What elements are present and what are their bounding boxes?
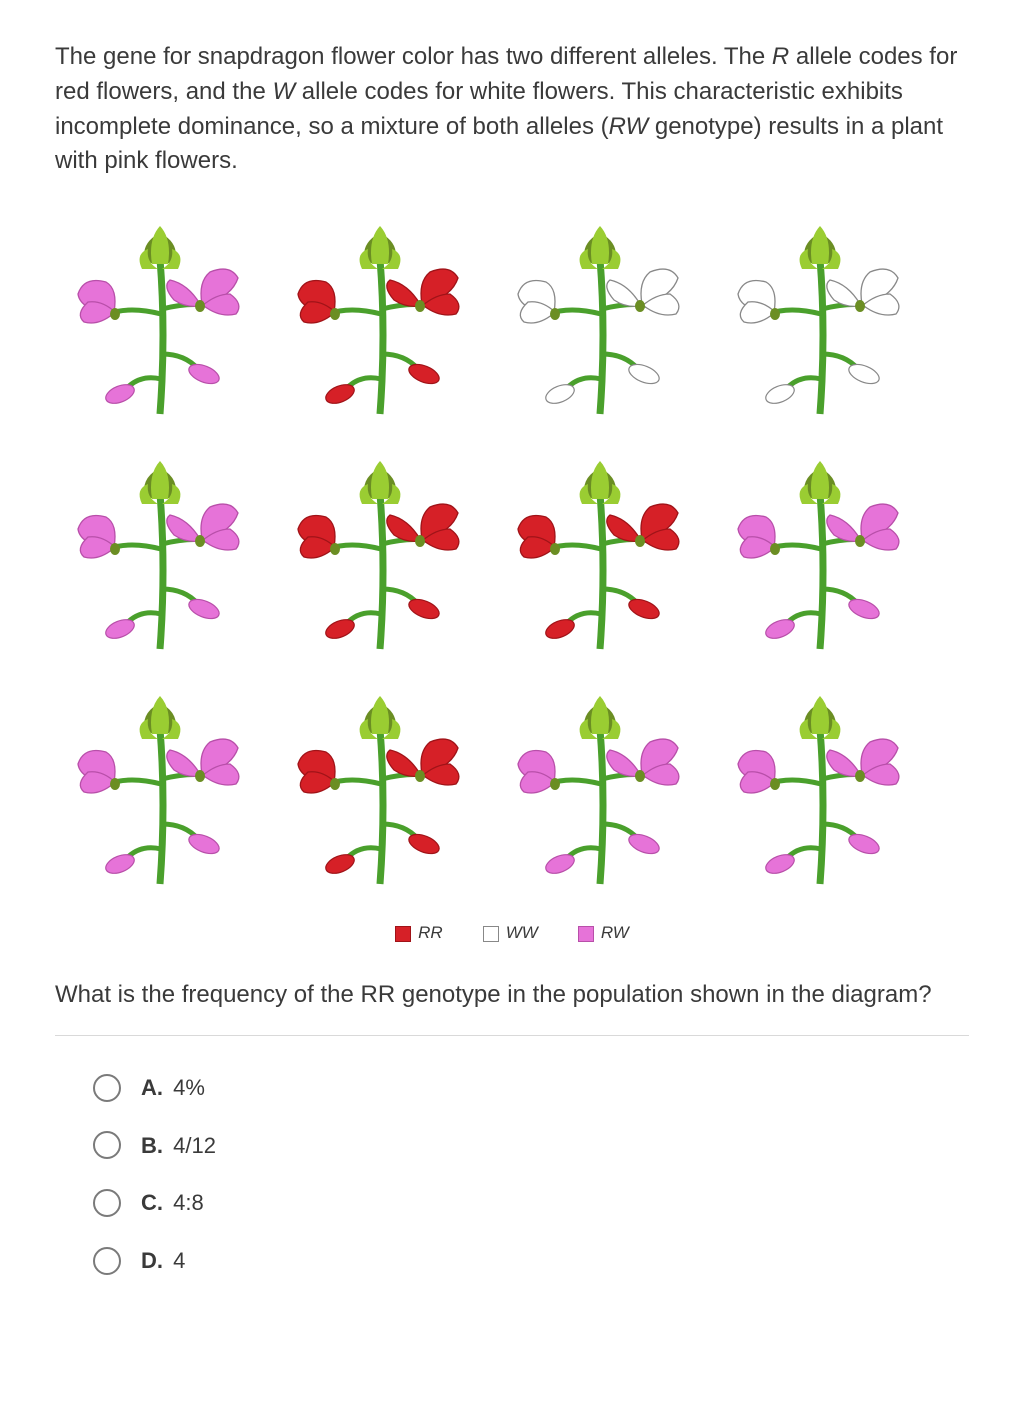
option-text: C. 4:8 xyxy=(141,1187,204,1219)
flower-grid xyxy=(60,209,969,909)
divider xyxy=(55,1035,969,1036)
option-c[interactable]: C. 4:8 xyxy=(93,1187,969,1219)
legend-item-rr: RR xyxy=(395,921,443,946)
flower-white xyxy=(500,209,700,439)
option-d[interactable]: D. 4 xyxy=(93,1245,969,1277)
option-text: D. 4 xyxy=(141,1245,185,1277)
legend-swatch xyxy=(395,926,411,942)
option-text: B. 4/12 xyxy=(141,1130,216,1162)
radio-icon[interactable] xyxy=(93,1189,121,1217)
flower-pink xyxy=(720,679,920,909)
flower-pink xyxy=(500,679,700,909)
flower-pink xyxy=(720,444,920,674)
legend-item-ww: WW xyxy=(483,921,538,946)
fu-rr: RR xyxy=(361,981,396,1008)
flower-red xyxy=(280,444,480,674)
radio-icon[interactable] xyxy=(93,1131,121,1159)
option-text: A. 4% xyxy=(141,1072,205,1104)
q-italic-r: R xyxy=(772,43,789,70)
legend-swatch xyxy=(483,926,499,942)
q-italic-w: W xyxy=(272,78,295,105)
option-b[interactable]: B. 4/12 xyxy=(93,1130,969,1162)
question-paragraph: The gene for snapdragon flower color has… xyxy=(55,40,969,179)
radio-icon[interactable] xyxy=(93,1247,121,1275)
radio-icon[interactable] xyxy=(93,1074,121,1102)
legend-label: WW xyxy=(506,921,538,946)
flower-red xyxy=(280,679,480,909)
legend-label: RW xyxy=(601,921,629,946)
flower-red xyxy=(500,444,700,674)
legend-swatch xyxy=(578,926,594,942)
answer-options: A. 4% B. 4/12 C. 4:8 D. 4 xyxy=(55,1072,969,1284)
followup-question: What is the frequency of the RR genotype… xyxy=(55,978,969,1013)
legend: RR WW RW xyxy=(55,921,969,946)
option-a[interactable]: A. 4% xyxy=(93,1072,969,1104)
flower-pink xyxy=(60,209,260,439)
q-italic-rw: RW xyxy=(609,113,649,140)
legend-label: RR xyxy=(418,921,443,946)
flower-red xyxy=(280,209,480,439)
fu-pre: What is the frequency of the xyxy=(55,981,361,1008)
fu-post: genotype in the population shown in the … xyxy=(395,981,931,1008)
q-text-pre: The gene for snapdragon flower color has… xyxy=(55,43,772,70)
flower-pink xyxy=(60,444,260,674)
flower-pink xyxy=(60,679,260,909)
flower-white xyxy=(720,209,920,439)
legend-item-rw: RW xyxy=(578,921,629,946)
